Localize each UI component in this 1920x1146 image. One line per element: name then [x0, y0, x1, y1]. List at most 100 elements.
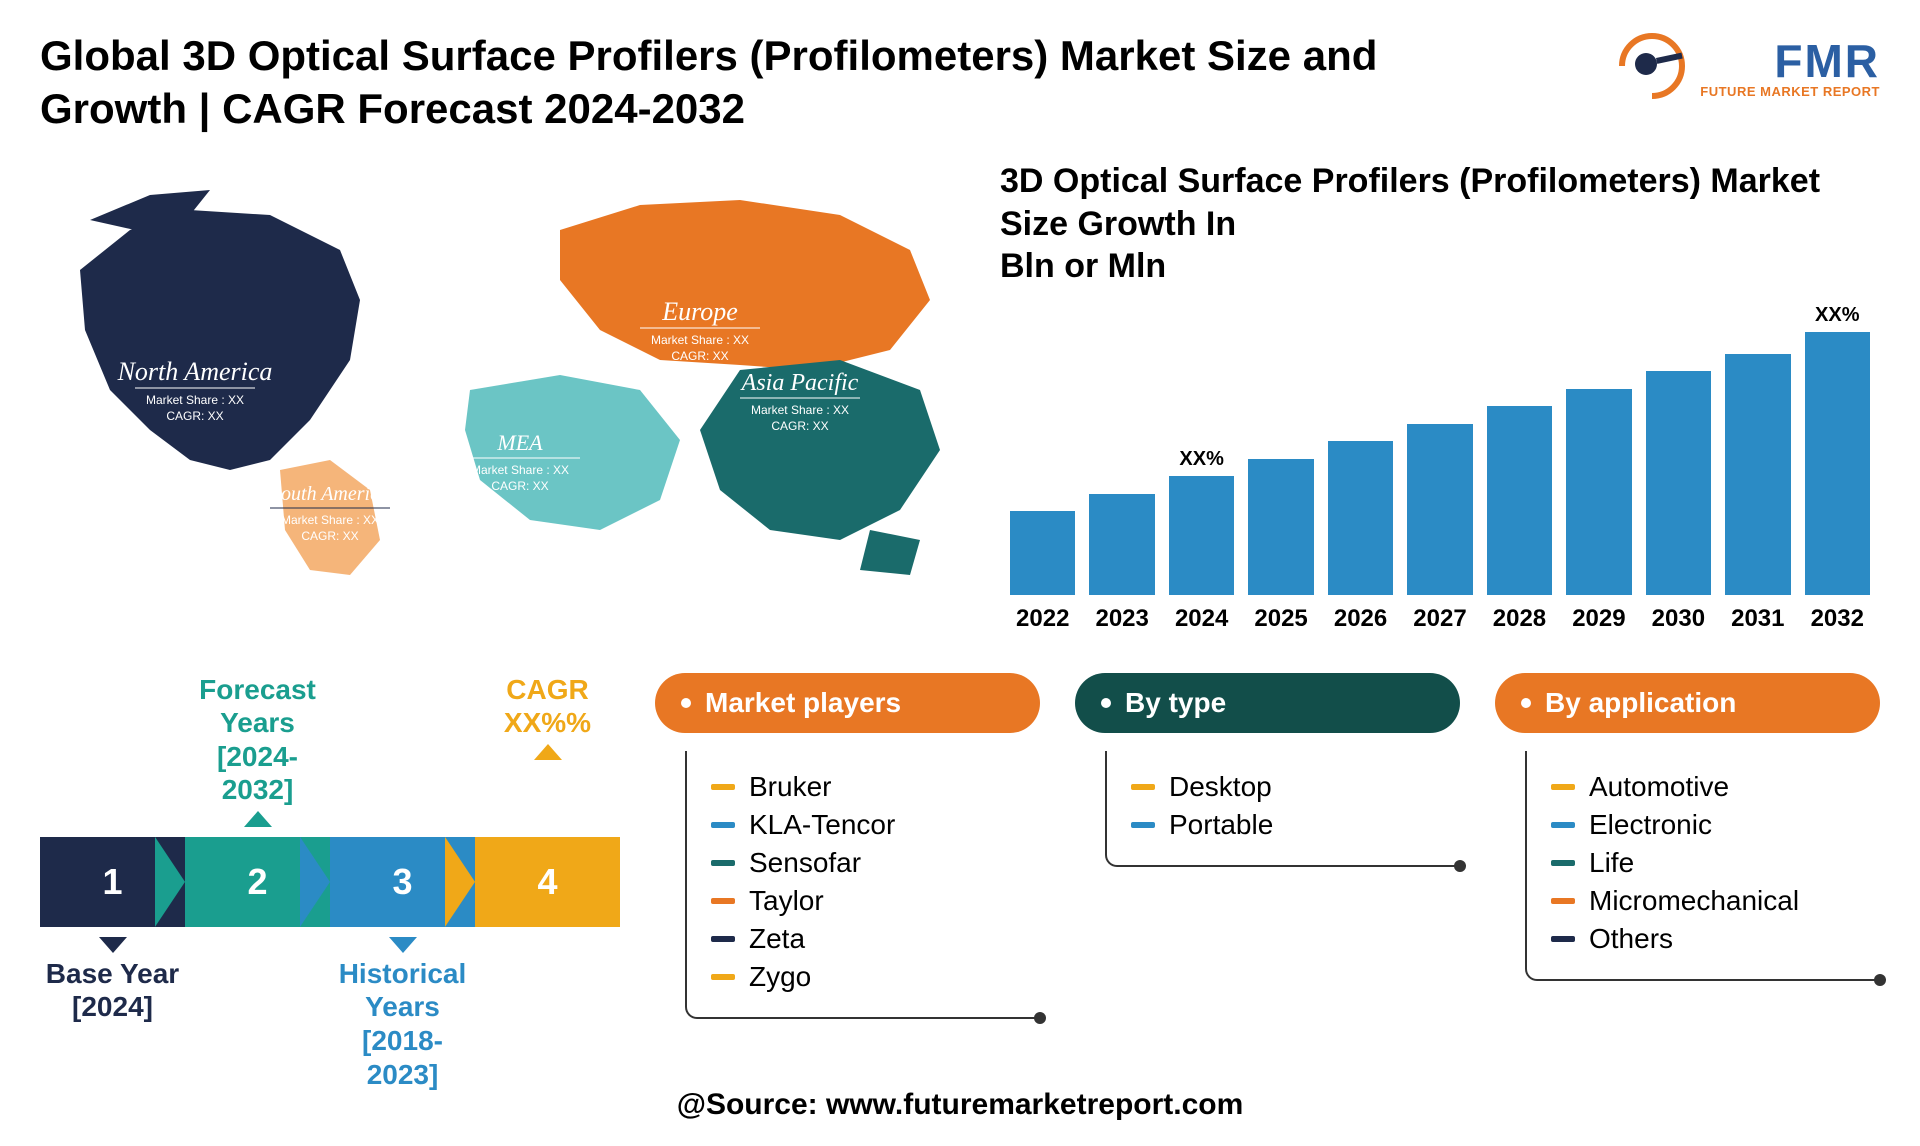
logo-abbr: FMR — [1700, 38, 1880, 84]
bar-x-label: 2027 — [1413, 605, 1466, 633]
bar-x-label: 2029 — [1572, 605, 1625, 633]
bar — [1646, 371, 1711, 594]
bar-x-label: 2022 — [1016, 605, 1069, 633]
region-cagr: CAGR: XX — [301, 529, 358, 543]
list-item: Desktop — [1131, 771, 1436, 803]
bar — [1328, 441, 1393, 594]
list-item: Sensofar — [711, 847, 1016, 879]
by-type-list: Desktop Portable — [1105, 751, 1460, 867]
dot-icon — [1101, 698, 1111, 708]
bar-x-label: 2028 — [1493, 605, 1546, 633]
list-item-text: Zeta — [749, 923, 805, 955]
brand-logo: FMR FUTURE MARKET REPORT — [1616, 30, 1880, 107]
bar — [1169, 476, 1234, 594]
bar — [1725, 354, 1790, 595]
bar-chart-title: 3D Optical Surface Profilers (Profilomet… — [1000, 160, 1880, 288]
list-item-text: Bruker — [749, 771, 831, 803]
region-share: Market Share : XX — [281, 513, 379, 527]
dash-icon — [711, 784, 735, 790]
bar-x-label: 2031 — [1731, 605, 1784, 633]
dash-icon — [1131, 822, 1155, 828]
region-cagr: CAGR: XX — [166, 409, 223, 423]
dash-icon — [1131, 784, 1155, 790]
arrow-down-icon — [389, 937, 417, 953]
region-name: Europe — [661, 297, 738, 326]
dash-icon — [1551, 936, 1575, 942]
bar-chart: 20222023XX%20242025202620272028202920302… — [1000, 303, 1880, 633]
list-item-text: Life — [1589, 847, 1634, 879]
bar-col: 2028 — [1487, 378, 1552, 632]
list-item-text: Taylor — [749, 885, 824, 917]
bar — [1487, 406, 1552, 594]
bar-top-label: XX% — [1815, 304, 1859, 328]
bar — [1566, 389, 1631, 595]
list-item: Automotive — [1551, 771, 1856, 803]
region-share: Market Share : XX — [146, 393, 244, 407]
list-item-text: Desktop — [1169, 771, 1272, 803]
list-item: Micromechanical — [1551, 885, 1856, 917]
dash-icon — [711, 974, 735, 980]
region-cagr: CAGR: XX — [771, 419, 828, 433]
market-players-block: Market players Bruker KLA-Tencor Sensofar T… — [655, 673, 1040, 1019]
list-item: Others — [1551, 923, 1856, 955]
logo-icon — [1616, 30, 1688, 107]
bar-col: 2029 — [1566, 361, 1631, 633]
region-name: North America — [117, 357, 273, 386]
region-name: Asia Pacific — [740, 370, 859, 396]
by-type-block: By type Desktop Portable — [1075, 673, 1460, 867]
dash-icon — [1551, 822, 1575, 828]
list-item-text: Zygo — [749, 961, 811, 993]
bar-x-label: 2026 — [1334, 605, 1387, 633]
list-item-text: Portable — [1169, 809, 1273, 841]
source-attribution: @Source: www.futuremarketreport.com — [0, 1088, 1920, 1122]
list-item: Taylor — [711, 885, 1016, 917]
arrow-up-icon — [534, 744, 562, 760]
bar-col: 2026 — [1328, 413, 1393, 632]
region-cagr: CAGR: XX — [671, 349, 728, 363]
base-year-label: Base Year[2024] — [40, 933, 185, 1091]
region-share: Market Share : XX — [471, 463, 569, 477]
list-item-text: Electronic — [1589, 809, 1712, 841]
world-map: North AmericaMarket Share : XXCAGR: XXSo… — [40, 160, 970, 580]
list-item: Zeta — [711, 923, 1016, 955]
bar-x-label: 2023 — [1095, 605, 1148, 633]
bar-x-label: 2024 — [1175, 605, 1228, 633]
market-players-list: Bruker KLA-Tencor Sensofar Taylor Zeta Zygo — [685, 751, 1040, 1019]
bar — [1248, 459, 1313, 595]
bar-col: 2030 — [1646, 343, 1711, 632]
list-item: Electronic — [1551, 809, 1856, 841]
arrow-up-icon — [244, 811, 272, 827]
bar-col: 2022 — [1010, 483, 1075, 632]
cagr-label: CAGRXX%% — [475, 673, 620, 831]
dash-icon — [711, 860, 735, 866]
pill-title: By application — [1545, 687, 1736, 719]
forecast-label: Forecast Years[2024-2032] — [185, 673, 330, 831]
bar-chart-section: 3D Optical Surface Profilers (Profilomet… — [1000, 160, 1880, 633]
list-item-text: Others — [1589, 923, 1673, 955]
region-na — [80, 190, 360, 470]
timeline: Forecast Years[2024-2032] CAGRXX%% 1 2 3… — [40, 673, 620, 1092]
bar-col: 2031 — [1725, 326, 1790, 633]
region-share: Market Share : XX — [651, 333, 749, 347]
region-share: Market Share : XX — [751, 403, 849, 417]
bar-x-label: 2030 — [1652, 605, 1705, 633]
bar — [1010, 511, 1075, 594]
pill-by-application: By application — [1495, 673, 1880, 733]
list-item-text: KLA-Tencor — [749, 809, 895, 841]
bar-col: 2023 — [1089, 466, 1154, 633]
list-item-text: Micromechanical — [1589, 885, 1799, 917]
bar-col: 2027 — [1407, 396, 1472, 633]
timeline-seg-4: 4 — [475, 837, 620, 927]
page-title: Global 3D Optical Surface Profilers (Pro… — [40, 30, 1440, 135]
logo-sub: FUTURE MARKET REPORT — [1700, 84, 1880, 99]
dot-icon — [1521, 698, 1531, 708]
pill-market-players: Market players — [655, 673, 1040, 733]
list-item: KLA-Tencor — [711, 809, 1016, 841]
dash-icon — [1551, 860, 1575, 866]
pill-title: By type — [1125, 687, 1226, 719]
list-item: Life — [1551, 847, 1856, 879]
hist-years-label: Historical Years[2018-2023] — [330, 933, 475, 1091]
dash-icon — [1551, 898, 1575, 904]
timeline-bar: 1 2 3 4 — [40, 837, 620, 927]
map-svg: North AmericaMarket Share : XXCAGR: XXSo… — [40, 160, 970, 580]
